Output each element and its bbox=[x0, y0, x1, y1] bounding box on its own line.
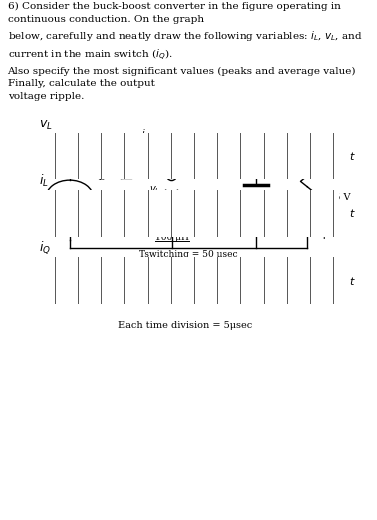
Text: -: - bbox=[322, 153, 326, 166]
Text: +: + bbox=[158, 165, 168, 175]
Text: 100 μH: 100 μH bbox=[155, 233, 188, 242]
Text: Each time division = 5μsec: Each time division = 5μsec bbox=[118, 320, 252, 330]
Text: 100 μF: 100 μF bbox=[220, 193, 252, 202]
Text: Tswitching = 50 μsec: Tswitching = 50 μsec bbox=[139, 250, 238, 259]
Text: $t$: $t$ bbox=[349, 150, 355, 162]
Text: $t$: $t$ bbox=[349, 207, 355, 219]
Text: D: D bbox=[98, 173, 106, 182]
Text: 2.5 Ω: 2.5 Ω bbox=[312, 193, 337, 202]
Polygon shape bbox=[195, 140, 216, 155]
Text: $v_L$: $v_L$ bbox=[149, 184, 160, 196]
Text: 25 V: 25 V bbox=[328, 193, 350, 202]
Text: $i_Q$: $i_Q$ bbox=[141, 127, 151, 142]
Text: +: + bbox=[319, 229, 329, 241]
Text: $v_L$: $v_L$ bbox=[40, 119, 53, 132]
Text: -: - bbox=[161, 220, 165, 230]
Text: $t$: $t$ bbox=[349, 275, 355, 287]
Text: $i_L$: $i_L$ bbox=[40, 173, 49, 189]
Text: $i_Q$: $i_Q$ bbox=[40, 240, 51, 256]
Text: 6) Consider the buck-boost converter in the figure operating in continuous condu: 6) Consider the buck-boost converter in … bbox=[8, 2, 362, 101]
Text: $i_L$: $i_L$ bbox=[181, 191, 189, 204]
Text: 10 V: 10 V bbox=[37, 193, 59, 202]
